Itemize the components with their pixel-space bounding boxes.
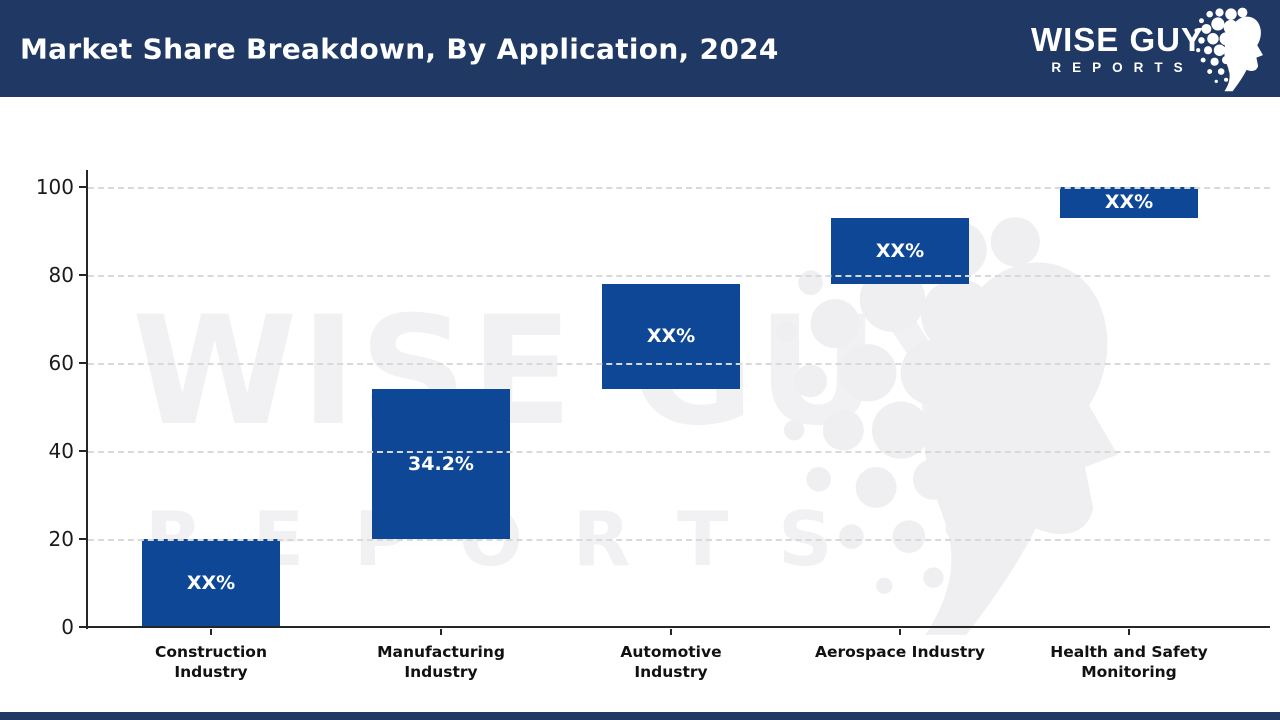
bar-automotive-industry: XX%	[602, 283, 740, 389]
y-tick-mark-80	[79, 274, 86, 276]
brand-text: WISE GUY REPORTS	[1031, 23, 1204, 75]
bar-value-label-health-and-safety-monitoring: XX%	[1104, 191, 1154, 214]
gridline-40	[88, 451, 1270, 453]
x-tick-mark-automotive-industry	[670, 629, 672, 635]
y-tick-label-40: 40	[48, 439, 74, 463]
y-tick-mark-0	[79, 626, 86, 628]
y-tick-mark-20	[79, 538, 86, 540]
bottom-strip	[0, 712, 1280, 720]
brand-logo: WISE GUY REPORTS	[1031, 4, 1272, 94]
x-tick-mark-manufacturing-industry	[440, 629, 442, 635]
y-tick-label-0: 0	[61, 615, 74, 639]
page-title: Market Share Breakdown, By Application, …	[20, 32, 779, 65]
x-tick-mark-aerospace-industry	[899, 629, 901, 635]
brand-subname: REPORTS	[1051, 59, 1194, 75]
gridline-20	[88, 539, 1270, 541]
y-tick-mark-40	[79, 450, 86, 452]
gridline-60	[88, 363, 1270, 365]
gridline-100	[88, 187, 1270, 189]
bar-value-label-manufacturing-industry: 34.2%	[408, 452, 474, 475]
y-tick-label-100: 100	[35, 175, 74, 199]
x-axis	[86, 625, 1270, 628]
y-axis	[86, 170, 88, 629]
x-category-label-health-and-safety-monitoring: Health and Safety Monitoring	[1050, 643, 1208, 682]
y-tick-mark-60	[79, 362, 86, 364]
x-category-label-construction-industry: Construction Industry	[155, 643, 267, 682]
brand-name: WISE GUY	[1030, 21, 1204, 59]
y-tick-label-80: 80	[48, 263, 74, 287]
chart-area: WISE GUY REPORTS 0 20 40 60 80 100 XX% Construc…	[0, 97, 1280, 712]
x-category-label-automotive-industry: Automotive Industry	[620, 643, 722, 682]
bar-construction-industry: XX%	[142, 539, 280, 627]
header: Market Share Breakdown, By Application, …	[0, 0, 1280, 97]
x-category-label-manufacturing-industry: Manufacturing Industry	[377, 643, 505, 682]
x-tick-mark-health-and-safety-monitoring	[1128, 629, 1130, 635]
bar-value-label-automotive-industry: XX%	[646, 325, 696, 348]
x-tick-mark-construction-industry	[210, 629, 212, 635]
bar-value-label-aerospace-industry: XX%	[875, 239, 925, 262]
plot-area: 0 20 40 60 80 100 XX% Construction Industry 34.2…	[36, 170, 1270, 681]
y-tick-label-60: 60	[48, 351, 74, 375]
y-tick-label-20: 20	[48, 527, 74, 551]
y-tick-mark-100	[79, 186, 86, 188]
bar-manufacturing-industry: 34.2%	[372, 388, 510, 539]
gridline-80	[88, 275, 1270, 277]
bar-value-label-construction-industry: XX%	[186, 572, 236, 594]
bar-aerospace-industry: XX%	[831, 217, 969, 284]
x-category-label-aerospace-industry: Aerospace Industry	[815, 643, 985, 661]
bar-health-and-safety-monitoring: XX%	[1060, 187, 1198, 218]
